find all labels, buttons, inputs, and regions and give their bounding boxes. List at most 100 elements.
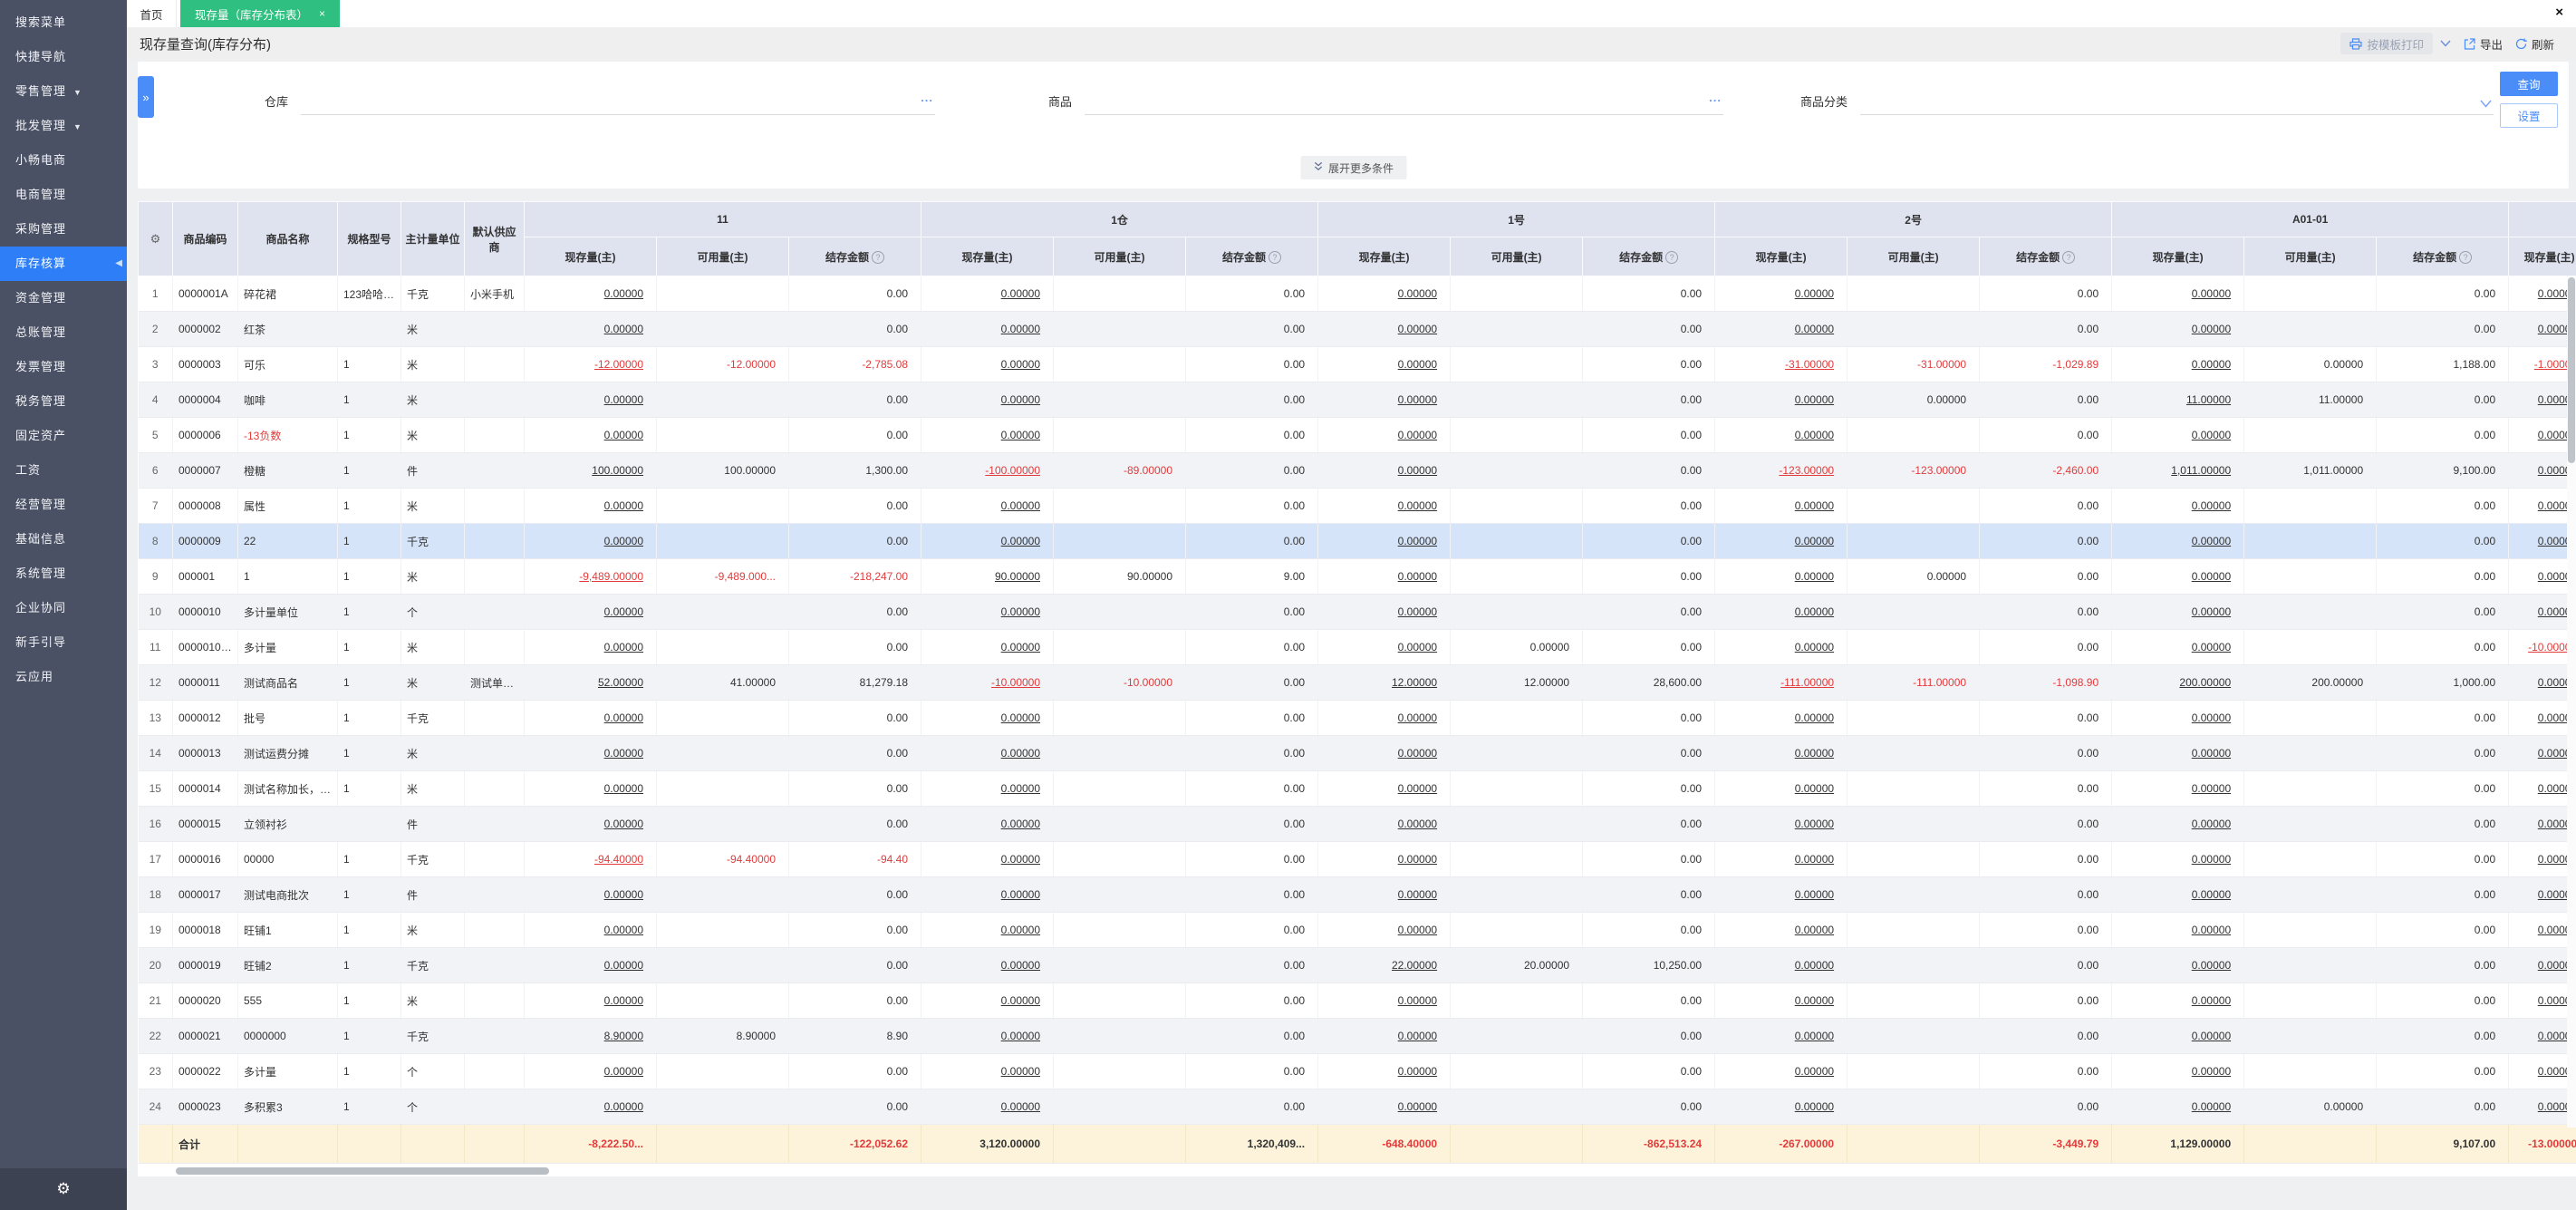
stock-quantity-link[interactable]: 0.00000 xyxy=(2537,959,2576,972)
sidebar-item-17[interactable]: 企业协同 xyxy=(0,591,127,625)
stock-quantity-link[interactable]: 0.00000 xyxy=(1794,323,1835,335)
stock-quantity-link[interactable]: 0.00000 xyxy=(2537,747,2576,760)
table-row[interactable]: 2 0000002 红茶 米 0.00000 0.00 0.00000 0.00 0.00000… xyxy=(138,311,2576,347)
stock-quantity-link[interactable]: 0.00000 xyxy=(2537,570,2576,583)
table-row[interactable]: 5 0000006 -13负数 1 米 0.00000 0.00 0.00000 0.00 0.0… xyxy=(138,417,2576,453)
stock-quantity-link[interactable]: 0.00000 xyxy=(1000,853,1041,866)
stock-quantity-link[interactable]: 0.00000 xyxy=(1794,535,1835,547)
stock-quantity-link[interactable]: 90.00000 xyxy=(994,570,1041,583)
sidebar-item-11[interactable]: 税务管理 xyxy=(0,384,127,419)
stock-quantity-link[interactable]: 0.00000 xyxy=(1794,994,1835,1007)
stock-quantity-link[interactable]: 0.00000 xyxy=(2191,287,2232,300)
stock-quantity-link[interactable]: 11.00000 xyxy=(2185,393,2232,406)
stock-quantity-link[interactable]: 0.00000 xyxy=(1397,535,1438,547)
vertical-scrollbar-thumb[interactable] xyxy=(2568,277,2575,463)
stock-quantity-link[interactable]: 0.00000 xyxy=(2191,888,2232,901)
stock-quantity-link[interactable]: -12.00000 xyxy=(593,358,643,371)
stock-quantity-link[interactable]: 0.00000 xyxy=(2537,994,2576,1007)
stock-quantity-link[interactable]: 0.00000 xyxy=(603,711,643,724)
stock-quantity-link[interactable]: 0.00000 xyxy=(1000,393,1041,406)
stock-quantity-link[interactable]: 0.00000 xyxy=(603,323,643,335)
sidebar-item-4[interactable]: 小畅电商 xyxy=(0,143,127,178)
stock-quantity-link[interactable]: 0.00000 xyxy=(603,747,643,760)
grid-settings-gear-icon[interactable]: ⚙ xyxy=(138,201,173,276)
sub-header-4-2[interactable]: 结存金额? xyxy=(2376,237,2510,276)
sidebar-item-9[interactable]: 总账管理 xyxy=(0,315,127,350)
stock-quantity-link[interactable]: 0.00000 xyxy=(1000,1030,1041,1042)
sidebar-item-14[interactable]: 经营管理 xyxy=(0,488,127,522)
stock-quantity-link[interactable]: 0.00000 xyxy=(2191,641,2232,653)
stock-quantity-link[interactable]: 0.00000 xyxy=(603,994,643,1007)
sidebar-item-2[interactable]: 零售管理 ▼ xyxy=(0,74,127,109)
sub-header-1-2[interactable]: 结存金额? xyxy=(1185,237,1319,276)
stock-quantity-link[interactable]: 0.00000 xyxy=(1000,287,1041,300)
table-row[interactable]: 6 0000007 橙糖 1 件 100.00000 100.00000 1,300.00 -1… xyxy=(138,452,2576,489)
stock-quantity-link[interactable]: 52.00000 xyxy=(597,676,643,689)
help-icon[interactable]: ? xyxy=(2459,250,2473,264)
settings-button[interactable]: 设置 xyxy=(2500,103,2558,128)
column-header-1[interactable]: 商品名称 xyxy=(237,201,338,276)
stock-quantity-link[interactable]: 0.00000 xyxy=(603,888,643,901)
table-row[interactable]: 23 0000022 多计量 1 个 0.00000 0.00 0.00000 0.00 0.00… xyxy=(138,1053,2576,1089)
stock-quantity-link[interactable]: 0.00000 xyxy=(1794,782,1835,795)
table-row[interactable]: 20 0000019 旺铺2 1 千克 0.00000 0.00 0.00000 0.00 22.… xyxy=(138,947,2576,983)
stock-quantity-link[interactable]: 0.00000 xyxy=(1397,393,1438,406)
stock-quantity-link[interactable]: 0.00000 xyxy=(1397,464,1438,477)
stock-quantity-link[interactable]: 0.00000 xyxy=(2191,994,2232,1007)
stock-quantity-link[interactable]: 0.00000 xyxy=(1794,959,1835,972)
table-row[interactable]: 10 0000010 多计量单位 1 个 0.00000 0.00 0.00000 0.00 0.… xyxy=(138,594,2576,630)
stock-quantity-link[interactable]: 0.00000 xyxy=(1397,747,1438,760)
sidebar-item-13[interactable]: 工资 xyxy=(0,453,127,488)
help-icon[interactable]: ? xyxy=(872,250,885,264)
stock-quantity-link[interactable]: 0.00000 xyxy=(1794,570,1835,583)
sidebar-item-18[interactable]: 新手引导 xyxy=(0,625,127,660)
stock-quantity-link[interactable]: 0.00000 xyxy=(2191,1100,2232,1113)
stock-quantity-link[interactable]: 0.00000 xyxy=(2537,323,2576,335)
column-header-0[interactable]: 商品编码 xyxy=(172,201,238,276)
stock-quantity-link[interactable]: 0.00000 xyxy=(1794,853,1835,866)
column-header-4[interactable]: 默认供应商 xyxy=(464,201,525,276)
stock-quantity-link[interactable]: 0.00000 xyxy=(1794,1100,1835,1113)
stock-quantity-link[interactable]: 0.00000 xyxy=(1794,429,1835,441)
stock-quantity-link[interactable]: 0.00000 xyxy=(603,641,643,653)
sub-header-2-2[interactable]: 结存金额? xyxy=(1582,237,1716,276)
stock-quantity-link[interactable]: 0.00000 xyxy=(1000,429,1041,441)
sub-header-1-0[interactable]: 现存量(主) xyxy=(921,237,1055,276)
sidebar-item-12[interactable]: 固定资产 xyxy=(0,419,127,453)
stock-quantity-link[interactable]: 0.00000 xyxy=(603,535,643,547)
stock-quantity-link[interactable]: 0.00000 xyxy=(1794,499,1835,512)
stock-quantity-link[interactable]: 0.00000 xyxy=(1397,1030,1438,1042)
stock-quantity-link[interactable]: 0.00000 xyxy=(1794,1065,1835,1078)
stock-quantity-link[interactable]: 0.00000 xyxy=(603,818,643,830)
stock-quantity-link[interactable]: 0.00000 xyxy=(1794,747,1835,760)
tab-current-report[interactable]: 现存量（库存分布表） × xyxy=(180,0,341,27)
product-picker-button[interactable]: ... xyxy=(1709,91,1722,104)
stock-quantity-link[interactable]: -1.00000 xyxy=(2533,358,2576,371)
table-row[interactable]: 13 0000012 批号 1 千克 0.00000 0.00 0.00000 0.00 0.00… xyxy=(138,700,2576,736)
column-header-3[interactable]: 主计量单位 xyxy=(400,201,465,276)
stock-quantity-link[interactable]: 0.00000 xyxy=(1000,641,1041,653)
table-row[interactable]: 17 0000016 00000 1 千克 -94.40000 -94.40000 -94.4… xyxy=(138,841,2576,877)
stock-quantity-link[interactable]: 0.00000 xyxy=(1000,535,1041,547)
stock-quantity-link[interactable]: 12.00000 xyxy=(1392,676,1438,689)
table-row[interactable]: 18 0000017 测试电商批次 1 件 0.00000 0.00 0.00000 0.00 0… xyxy=(138,876,2576,913)
stock-quantity-link[interactable]: 0.00000 xyxy=(2191,570,2232,583)
table-row[interactable]: 7 0000008 属性 1 米 0.00000 0.00 0.00000 0.00 0.0000… xyxy=(138,488,2576,524)
stock-quantity-link[interactable]: 0.00000 xyxy=(2191,323,2232,335)
table-row[interactable]: 12 0000011 测试商品名 1 米测试单位2 52.00000 41.00000 81,… xyxy=(138,664,2576,701)
stock-quantity-link[interactable]: 0.00000 xyxy=(2537,818,2576,830)
stock-quantity-link[interactable]: 0.00000 xyxy=(603,499,643,512)
stock-quantity-link[interactable]: 0.00000 xyxy=(1000,888,1041,901)
help-icon[interactable]: ? xyxy=(2062,250,2076,264)
table-row[interactable]: 150000014测试名称加长，然后截...1米0.000000.000.000… xyxy=(138,770,2576,807)
stock-quantity-link[interactable]: -9,489.00000 xyxy=(579,570,643,583)
stock-quantity-link[interactable]: 0.00000 xyxy=(1794,711,1835,724)
sub-header-3-1[interactable]: 可用量(主) xyxy=(1847,237,1981,276)
stock-quantity-link[interactable]: 0.00000 xyxy=(2537,1100,2576,1113)
query-button[interactable]: 查询 xyxy=(2500,72,2558,96)
warehouse-input[interactable]: ... xyxy=(301,89,935,115)
stock-quantity-link[interactable]: 0.00000 xyxy=(2191,924,2232,936)
stock-quantity-link[interactable]: 0.00000 xyxy=(1397,924,1438,936)
sidebar-item-0[interactable]: 搜索菜单 xyxy=(0,5,127,40)
stock-quantity-link[interactable]: 0.00000 xyxy=(1397,499,1438,512)
